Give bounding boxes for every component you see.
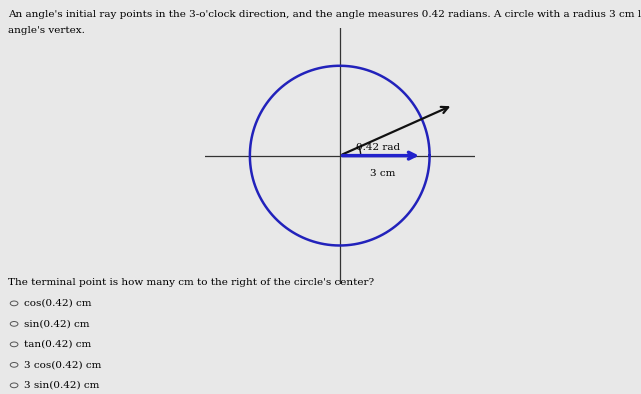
Text: An angle's initial ray points in the 3-o'clock direction, and the angle measures: An angle's initial ray points in the 3-o… bbox=[8, 10, 641, 19]
Text: 3 cm: 3 cm bbox=[370, 169, 395, 178]
Text: angle's vertex.: angle's vertex. bbox=[8, 26, 85, 35]
Text: sin(0.42) cm: sin(0.42) cm bbox=[24, 320, 90, 328]
Text: 3 sin(0.42) cm: 3 sin(0.42) cm bbox=[24, 381, 100, 390]
Text: tan(0.42) cm: tan(0.42) cm bbox=[24, 340, 92, 349]
Text: 0.42 rad: 0.42 rad bbox=[356, 143, 401, 152]
Text: cos(0.42) cm: cos(0.42) cm bbox=[24, 299, 92, 308]
Text: 3 cos(0.42) cm: 3 cos(0.42) cm bbox=[24, 361, 102, 369]
Text: The terminal point is how many cm to the right of the circle's center?: The terminal point is how many cm to the… bbox=[8, 278, 374, 287]
